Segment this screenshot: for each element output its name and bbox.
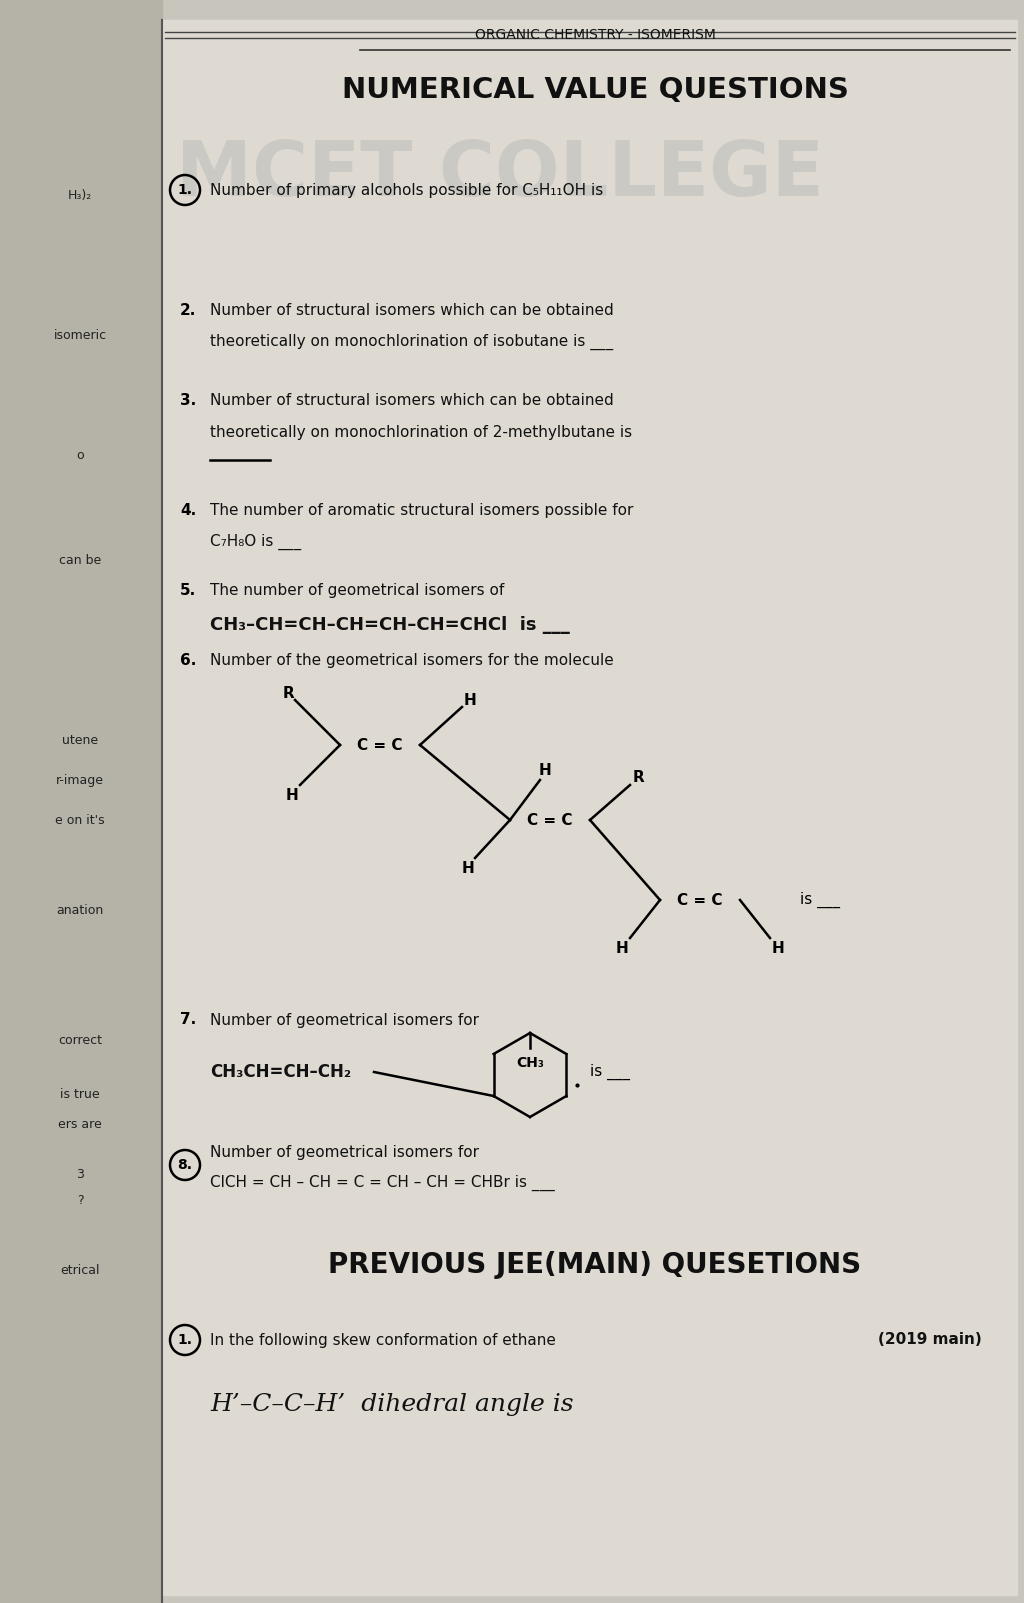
Text: ?: ?: [77, 1194, 83, 1207]
Text: Number of geometrical isomers for: Number of geometrical isomers for: [210, 1146, 479, 1161]
Text: R: R: [632, 769, 644, 784]
Text: CH₃: CH₃: [516, 1056, 544, 1069]
Text: ClCH = CH – CH = C = CH – CH = CHBr is ___: ClCH = CH – CH = C = CH – CH = CHBr is _…: [210, 1175, 555, 1191]
Text: r-image: r-image: [56, 774, 104, 787]
Text: The number of geometrical isomers of: The number of geometrical isomers of: [210, 582, 504, 598]
Text: theoretically on monochlorination of isobutane is ___: theoretically on monochlorination of iso…: [210, 333, 613, 349]
Text: 2.: 2.: [180, 303, 197, 317]
Text: etrical: etrical: [60, 1263, 99, 1276]
Text: Number of geometrical isomers for: Number of geometrical isomers for: [210, 1013, 479, 1028]
Text: 5.: 5.: [180, 582, 197, 598]
Text: can be: can be: [58, 553, 101, 566]
Text: Number of primary alcohols possible for C₅H₁₁OH is: Number of primary alcohols possible for …: [210, 183, 603, 197]
Text: utene: utene: [61, 734, 98, 747]
Bar: [0, 0, 162, 1603]
Text: theoretically on monochlorination of 2-methylbutane is: theoretically on monochlorination of 2-m…: [210, 425, 632, 439]
Text: H: H: [286, 787, 298, 803]
Text: NUMERICAL VALUE QUESTIONS: NUMERICAL VALUE QUESTIONS: [342, 75, 849, 104]
Text: C = C: C = C: [357, 737, 402, 752]
Text: CH₃–CH=CH–CH=CH–CH=CHCl  is ___: CH₃–CH=CH–CH=CH–CH=CHCl is ___: [210, 616, 569, 635]
Text: H: H: [464, 692, 476, 707]
Text: 3: 3: [76, 1169, 84, 1181]
Text: 4.: 4.: [180, 502, 197, 518]
Text: CH₃CH=CH–CH₂: CH₃CH=CH–CH₂: [210, 1063, 351, 1080]
Text: C₇H₈O is ___: C₇H₈O is ___: [210, 534, 301, 550]
Text: 3.: 3.: [180, 393, 197, 407]
Text: H₃)₂: H₃)₂: [68, 189, 92, 202]
Text: C = C: C = C: [677, 893, 723, 907]
Text: is ___: is ___: [590, 1064, 630, 1080]
Text: is true: is true: [60, 1088, 99, 1101]
Text: Number of structural isomers which can be obtained: Number of structural isomers which can b…: [210, 393, 613, 407]
Text: The number of aromatic structural isomers possible for: The number of aromatic structural isomer…: [210, 502, 634, 518]
Text: (2019 main): (2019 main): [879, 1332, 982, 1348]
Text: H: H: [615, 941, 629, 955]
Text: ORGANIC CHEMISTRY - ISOMERISM: ORGANIC CHEMISTRY - ISOMERISM: [474, 27, 716, 42]
Text: MCET COLLEGE: MCET COLLEGE: [176, 138, 824, 212]
Text: C = C: C = C: [527, 813, 572, 827]
Text: R: R: [283, 686, 294, 701]
Text: isomeric: isomeric: [53, 329, 106, 341]
Text: H: H: [539, 763, 551, 777]
Text: 8.: 8.: [177, 1157, 193, 1172]
Text: Number of the geometrical isomers for the molecule: Number of the geometrical isomers for th…: [210, 652, 613, 667]
Text: H’–C–C–H’  dihedral angle is: H’–C–C–H’ dihedral angle is: [210, 1393, 573, 1417]
Text: ers are: ers are: [58, 1119, 101, 1132]
Bar: [162, 19, 1017, 1595]
Text: 1.: 1.: [177, 183, 193, 197]
Text: H: H: [462, 861, 474, 875]
Text: correct: correct: [58, 1034, 102, 1047]
Text: is ___: is ___: [800, 891, 840, 909]
Text: 7.: 7.: [180, 1013, 197, 1028]
Text: o: o: [76, 449, 84, 462]
Text: e on it's: e on it's: [55, 813, 104, 827]
Text: anation: anation: [56, 904, 103, 917]
Text: H: H: [772, 941, 784, 955]
Text: 1.: 1.: [177, 1334, 193, 1347]
Text: PREVIOUS JEE(MAIN) QUESETIONS: PREVIOUS JEE(MAIN) QUESETIONS: [329, 1250, 861, 1279]
Text: Number of structural isomers which can be obtained: Number of structural isomers which can b…: [210, 303, 613, 317]
Text: 6.: 6.: [180, 652, 197, 667]
Text: In the following skew conformation of ethane: In the following skew conformation of et…: [210, 1332, 556, 1348]
